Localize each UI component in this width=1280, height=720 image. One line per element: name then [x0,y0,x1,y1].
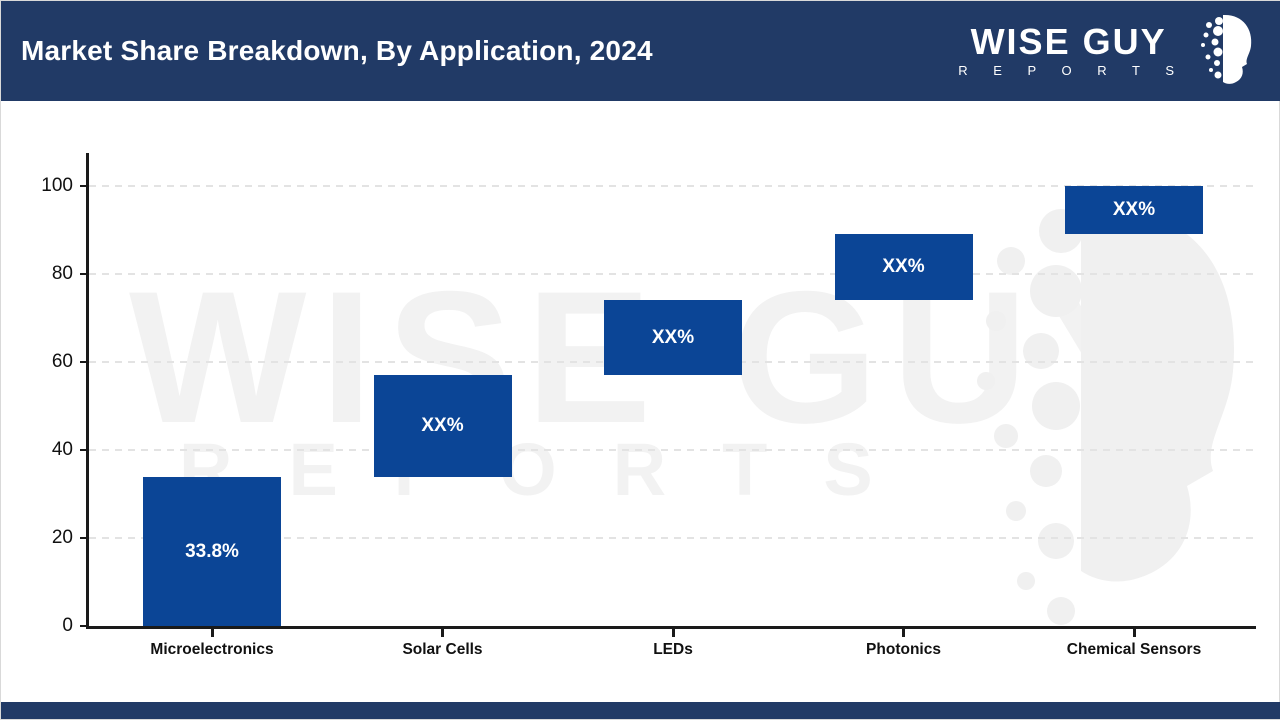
bar-segment: XX% [604,300,742,376]
x-axis-category-label: Microelectronics [150,641,274,658]
bar-value-label: XX% [882,256,925,278]
logo-head-icon [1191,13,1253,90]
x-axis-tick [1132,629,1136,637]
y-axis-tick [80,449,89,451]
title-bar: Market Share Breakdown, By Application, … [1,1,1280,101]
y-axis-tick-label: 0 [62,615,73,636]
brand-logo-text: WISE GUY R E P O R T S [952,21,1185,79]
y-axis-line [86,153,89,629]
waterfall-chart: 0 20 40 60 80 100 33.8% Microelectronics XX% Sola… [1,101,1280,704]
bar-segment: 33.8% [143,477,281,626]
y-axis-tick-label: 60 [51,351,73,372]
gridline [89,449,1256,451]
x-axis-tick [210,629,214,637]
page-title: Market Share Breakdown, By Application, … [21,35,653,66]
gridline [89,185,1256,187]
x-axis-category-label: Photonics [866,641,941,658]
y-axis-tick-label: 100 [41,175,73,196]
x-axis-category-label: Chemical Sensors [1066,641,1202,658]
x-axis-category-label: LEDs [653,641,693,658]
y-axis-tick-label: 80 [51,263,73,284]
bar-value-label: XX% [421,415,464,437]
footer-bar [1,702,1280,719]
brand-logo: WISE GUY R E P O R T S [952,13,1253,90]
bar-value-label: 33.8% [185,540,239,562]
x-axis-tick [902,629,905,637]
y-axis-tick-label: 20 [51,527,73,548]
x-axis-category-label: Solar Cells [402,641,483,658]
x-axis-tick [441,629,444,637]
bar-segment: XX% [373,375,512,478]
y-axis-tick-label: 40 [51,439,73,460]
bar-segment: XX% [1065,186,1203,235]
gridline [89,537,1256,539]
y-axis-tick [80,537,89,539]
bar-value-label: XX% [651,326,695,348]
y-axis-tick [80,185,89,187]
y-axis-tick [80,625,89,627]
bar-segment: XX% [834,234,973,301]
brand-name: WISE GUY [970,21,1167,62]
x-axis-tick [671,629,675,637]
y-axis-tick [80,361,89,363]
y-axis-tick [80,273,89,275]
gridline [89,273,1256,275]
bar-value-label: XX% [1112,199,1156,221]
brand-subname: R E P O R T S [958,63,1185,78]
x-axis-line [86,626,1256,629]
